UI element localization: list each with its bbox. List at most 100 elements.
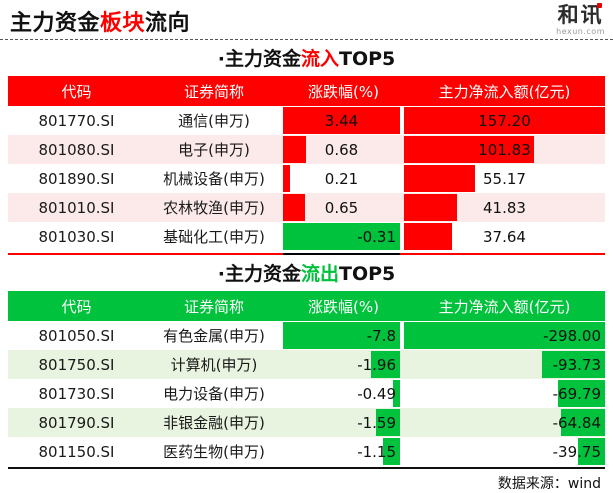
column-header-name: 证券简称 xyxy=(183,297,244,316)
code-cell: 801750.SI xyxy=(38,355,115,374)
name-cell: 计算机(申万) xyxy=(170,356,258,374)
flow-databar xyxy=(541,351,605,378)
flow-cell: -298.00 xyxy=(404,321,605,350)
page-title-part1: 主力资金 xyxy=(10,10,101,36)
name-cell: 非银金融(申万) xyxy=(163,414,265,432)
pct-value: -1.15 xyxy=(357,442,396,461)
column-header-code: 代码 xyxy=(61,82,92,101)
pct-cell: 0.21 xyxy=(283,164,404,193)
inflow-heading-suffix: TOP5 xyxy=(338,48,396,70)
pct-value: 0.68 xyxy=(324,140,359,159)
table-row: 801770.SI 通信(申万) 3.44 157.20 xyxy=(8,106,605,135)
pct-value: -7.8 xyxy=(366,326,396,345)
pct-cell: 0.68 xyxy=(283,135,404,164)
pct-cell: 0.65 xyxy=(283,193,404,222)
column-header-flow: 主力净流入额(亿元) xyxy=(438,82,571,101)
outflow-heading-prefix: ·主力资金 xyxy=(217,263,301,285)
flow-databar xyxy=(404,194,458,221)
page-title: 主力资金板块流向 xyxy=(10,5,190,37)
code-cell: 801770.SI xyxy=(38,111,115,130)
hexun-logo-domain: hexun.com xyxy=(556,27,605,36)
logo-red-dot-icon xyxy=(596,3,602,8)
outflow-table: 代码 证券简称 涨跌幅(%) 主力净流入额(亿元) 801050.SI 有色金属… xyxy=(8,291,605,466)
flow-databar xyxy=(578,438,605,465)
name-cell: 电子(申万) xyxy=(178,141,250,159)
pct-databar xyxy=(392,380,400,407)
flow-value: 41.83 xyxy=(483,198,526,217)
hexun-logo-text: 和讯 xyxy=(557,3,604,27)
pct-databar xyxy=(283,322,400,349)
data-source-note: 数据来源：wind xyxy=(497,476,601,492)
name-cell: 电力设备(申万) xyxy=(163,385,265,403)
pct-cell: -0.31 xyxy=(283,222,404,255)
pct-cell: -1.15 xyxy=(283,437,404,466)
code-cell: 801030.SI xyxy=(38,227,115,246)
table-row: 801150.SI 医药生物(申万) -1.15 -39.75 xyxy=(8,437,605,466)
flow-value: 157.20 xyxy=(478,111,531,130)
code-cell: 801050.SI xyxy=(38,326,115,345)
outflow-table-header: 代码 证券简称 涨跌幅(%) 主力净流入额(亿元) xyxy=(8,291,605,321)
outflow-table-body: 801050.SI 有色金属(申万) -7.8 -298.00 801750.S… xyxy=(8,321,605,466)
flow-cell: -39.75 xyxy=(404,437,605,466)
name-cell: 有色金属(申万) xyxy=(163,327,265,345)
pct-value: 0.21 xyxy=(324,169,359,188)
flow-databar xyxy=(404,165,475,192)
pct-databar xyxy=(376,409,400,436)
table-row: 801030.SI 基础化工(申万) -0.31 37.64 xyxy=(8,222,605,255)
flow-cell: 101.83 xyxy=(404,135,605,164)
table-row: 801050.SI 有色金属(申万) -7.8 -298.00 xyxy=(8,321,605,350)
pct-cell: -1.96 xyxy=(283,350,404,379)
hexun-logo: 和讯 hexun.com xyxy=(556,3,605,36)
pct-databar xyxy=(283,107,400,134)
flow-databar xyxy=(404,322,605,349)
flow-databar xyxy=(404,107,605,134)
inflow-table-header: 代码 证券简称 涨跌幅(%) 主力净流入额(亿元) xyxy=(8,76,605,106)
flow-cell: -69.79 xyxy=(404,379,605,408)
pct-value: -0.31 xyxy=(357,227,396,246)
inflow-heading-highlight: 流入 xyxy=(300,48,339,70)
pct-cell: -7.8 xyxy=(283,321,404,350)
inflow-heading-prefix: ·主力资金 xyxy=(217,48,301,70)
table-row: 801730.SI 电力设备(申万) -0.49 -69.79 xyxy=(8,379,605,408)
pct-databar xyxy=(283,165,291,192)
code-cell: 801730.SI xyxy=(38,384,115,403)
page-title-part2: 板块 xyxy=(100,10,146,36)
pct-value: 3.44 xyxy=(324,111,359,130)
outflow-heading: ·主力资金流出TOP5 xyxy=(0,261,613,287)
top-header: 主力资金板块流向 和讯 hexun.com xyxy=(0,0,613,40)
code-cell: 801150.SI xyxy=(38,442,115,461)
table-row: 801790.SI 非银金融(申万) -1.59 -64.84 xyxy=(8,408,605,437)
flow-value: -298.00 xyxy=(543,326,601,345)
pct-databar xyxy=(370,351,400,378)
pct-value: 0.65 xyxy=(324,198,359,217)
pct-databar xyxy=(283,194,306,221)
flow-cell: 55.17 xyxy=(404,164,605,193)
flow-value: -93.73 xyxy=(552,355,601,374)
name-cell: 机械设备(申万) xyxy=(163,170,265,188)
pct-value: -0.49 xyxy=(357,384,396,403)
code-cell: 801010.SI xyxy=(38,198,115,217)
pct-cell: -0.49 xyxy=(283,379,404,408)
flow-databar xyxy=(557,380,605,407)
flow-databar xyxy=(404,223,453,250)
outflow-heading-suffix: TOP5 xyxy=(338,263,396,285)
flow-value: -69.79 xyxy=(552,384,601,403)
column-header-code: 代码 xyxy=(61,297,92,316)
flow-value: 55.17 xyxy=(483,169,526,188)
code-cell: 801080.SI xyxy=(38,140,115,159)
flow-value: 37.64 xyxy=(483,227,526,246)
flow-cell: 41.83 xyxy=(404,193,605,222)
table-row: 801750.SI 计算机(申万) -1.96 -93.73 xyxy=(8,350,605,379)
code-cell: 801890.SI xyxy=(38,169,115,188)
inflow-table-body: 801770.SI 通信(申万) 3.44 157.20 801080.SI 电… xyxy=(8,106,605,255)
pct-cell: 3.44 xyxy=(283,106,404,135)
pct-value: -1.96 xyxy=(357,355,396,374)
column-header-pct: 涨跌幅(%) xyxy=(308,82,379,101)
outflow-heading-highlight: 流出 xyxy=(300,263,339,285)
name-cell: 农林牧渔(申万) xyxy=(163,199,265,217)
pct-databar xyxy=(283,136,307,163)
flow-databar xyxy=(404,136,535,163)
inflow-table: 代码 证券简称 涨跌幅(%) 主力净流入额(亿元) 801770.SI 通信(申… xyxy=(8,76,605,255)
column-header-pct: 涨跌幅(%) xyxy=(308,297,379,316)
flow-value: -64.84 xyxy=(552,413,601,432)
